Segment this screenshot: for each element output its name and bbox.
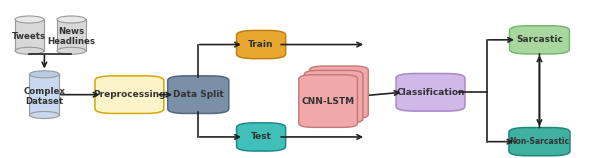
FancyBboxPatch shape: [15, 19, 44, 51]
FancyBboxPatch shape: [299, 75, 358, 127]
Ellipse shape: [15, 47, 44, 54]
FancyBboxPatch shape: [304, 70, 363, 123]
FancyBboxPatch shape: [168, 76, 229, 113]
FancyBboxPatch shape: [509, 26, 569, 54]
Text: CNN-LSTM: CNN-LSTM: [302, 97, 355, 106]
FancyBboxPatch shape: [396, 73, 465, 111]
Text: Non-Sarcastic: Non-Sarcastic: [509, 137, 569, 146]
Text: Train: Train: [248, 40, 274, 49]
Ellipse shape: [15, 16, 44, 23]
Text: News
Headlines: News Headlines: [47, 27, 95, 46]
FancyBboxPatch shape: [95, 76, 164, 113]
FancyBboxPatch shape: [29, 74, 59, 115]
FancyBboxPatch shape: [57, 19, 86, 51]
FancyBboxPatch shape: [236, 30, 286, 59]
Ellipse shape: [29, 112, 59, 118]
Text: Test: Test: [251, 132, 272, 141]
Text: Sarcastic: Sarcastic: [516, 35, 563, 44]
Text: Data Split: Data Split: [173, 90, 224, 99]
Text: Tweets: Tweets: [13, 32, 46, 41]
Text: Complex
Dataset: Complex Dataset: [23, 87, 65, 106]
FancyBboxPatch shape: [236, 123, 286, 151]
FancyBboxPatch shape: [310, 66, 368, 119]
Ellipse shape: [57, 47, 86, 54]
Text: Preprocessing: Preprocessing: [93, 90, 166, 99]
FancyBboxPatch shape: [509, 128, 570, 156]
Ellipse shape: [57, 16, 86, 23]
Text: Classification: Classification: [396, 88, 465, 97]
Ellipse shape: [29, 71, 59, 78]
